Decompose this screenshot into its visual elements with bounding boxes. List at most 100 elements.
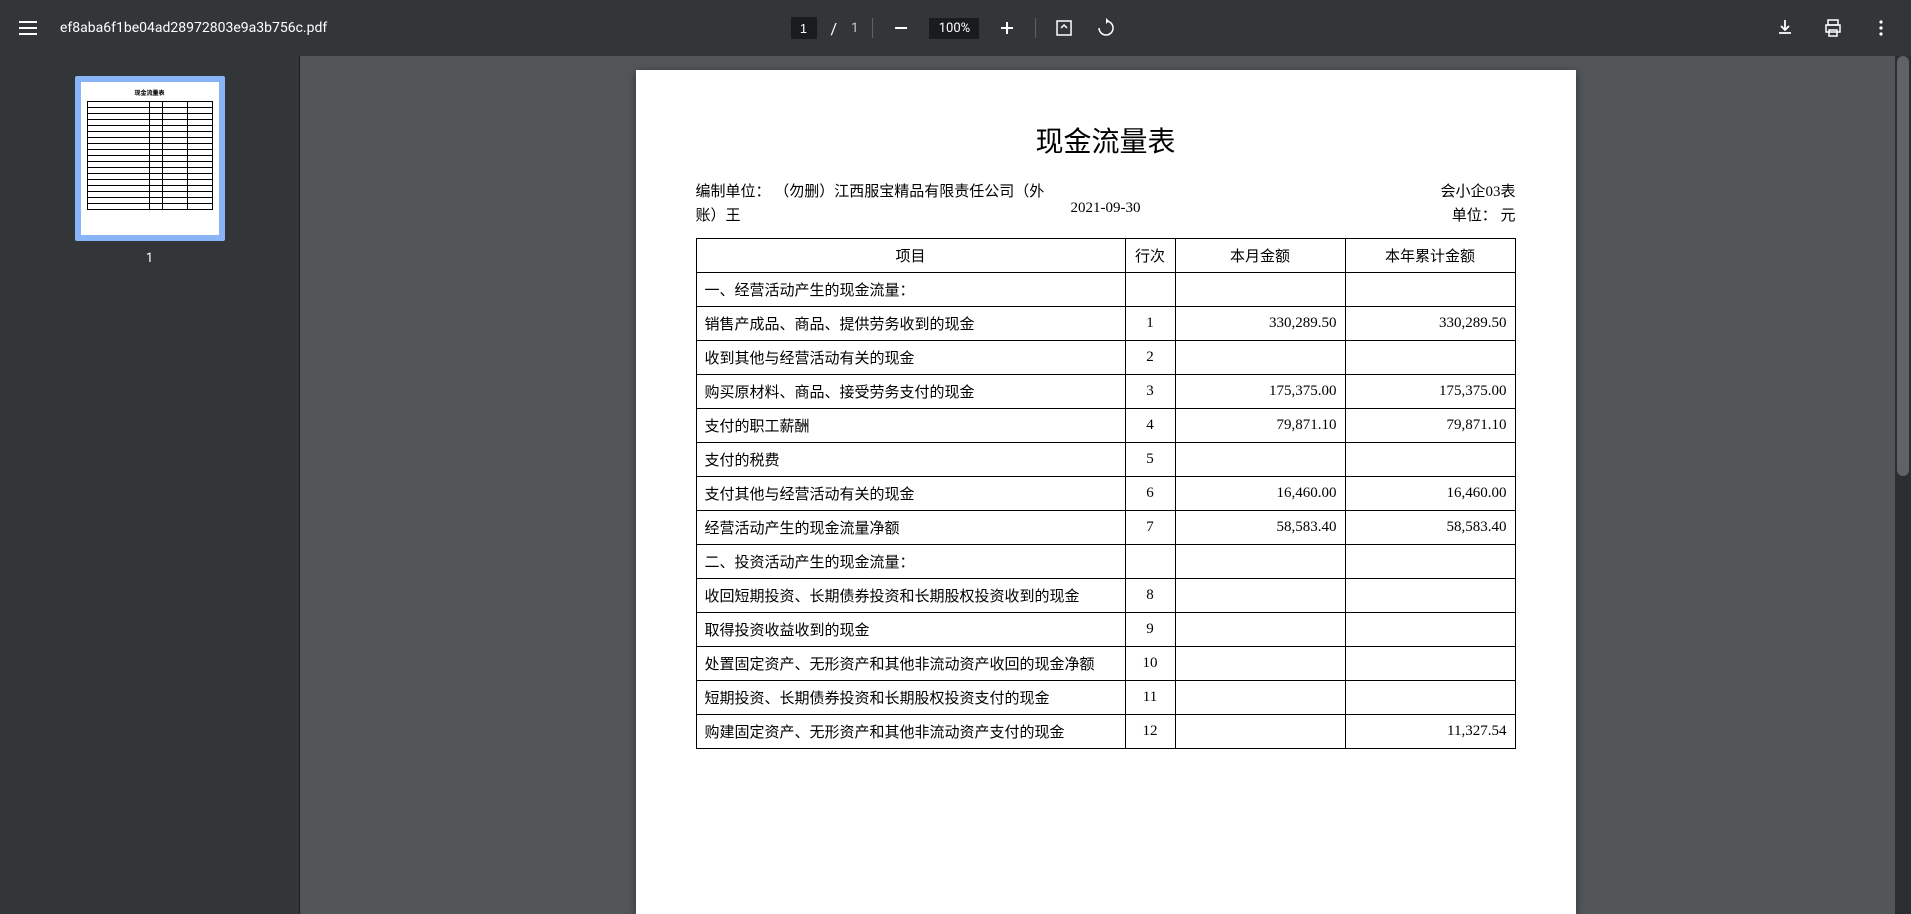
cell-rownum: 6: [1125, 477, 1175, 511]
document-date: 2021-09-30: [1071, 200, 1141, 217]
header-item: 项目: [696, 239, 1125, 273]
cell-item: 二、投资活动产生的现金流量：: [696, 545, 1125, 579]
table-row: 购买原材料、商品、接受劳务支付的现金3175,375.00175,375.00: [696, 375, 1515, 409]
download-button[interactable]: [1771, 14, 1799, 42]
cell-item: 购建固定资产、无形资产和其他非流动资产支付的现金: [696, 715, 1125, 749]
cell-item: 一、经营活动产生的现金流量：: [696, 273, 1125, 307]
cell-year-amount: [1345, 647, 1515, 681]
cell-rownum: 8: [1125, 579, 1175, 613]
cell-rownum: 2: [1125, 341, 1175, 375]
document-title: 现金流量表: [636, 120, 1576, 160]
cell-rownum: 3: [1125, 375, 1175, 409]
zoom-out-button[interactable]: [887, 14, 915, 42]
cell-item: 收回短期投资、长期债券投资和长期股权投资收到的现金: [696, 579, 1125, 613]
cell-rownum: 11: [1125, 681, 1175, 715]
cell-rownum: [1125, 545, 1175, 579]
cell-item: 支付的职工薪酬: [696, 409, 1125, 443]
form-number: 会小企03表: [1440, 180, 1515, 204]
cell-item: 支付其他与经营活动有关的现金: [696, 477, 1125, 511]
zoom-level-display[interactable]: 100%: [929, 18, 979, 39]
table-row: 经营活动产生的现金流量净额758,583.4058,583.40: [696, 511, 1515, 545]
cell-month-amount: 58,583.40: [1175, 511, 1345, 545]
cell-month-amount: [1175, 545, 1345, 579]
cell-year-amount: [1345, 579, 1515, 613]
pdf-page: 现金流量表 编制单位： （勿删）江西服宝精品有限责任公司（外账）王 2021-0…: [636, 70, 1576, 914]
zoom-in-button[interactable]: [993, 14, 1021, 42]
cell-month-amount: [1175, 613, 1345, 647]
cash-flow-table: 项目 行次 本月金额 本年累计金额 一、经营活动产生的现金流量：销售产成品、商品…: [696, 238, 1516, 749]
cell-rownum: 9: [1125, 613, 1175, 647]
table-row: 取得投资收益收到的现金9: [696, 613, 1515, 647]
compiler-label: 编制单位： （勿删）江西服宝精品有限责任公司（外账）王: [696, 180, 1056, 228]
cell-year-amount: 79,871.10: [1345, 409, 1515, 443]
page-separator: /: [831, 19, 838, 38]
filename-label: ef8aba6f1be04ad28972803e9a3b756c.pdf: [60, 20, 327, 36]
vertical-scrollbar[interactable]: [1895, 56, 1911, 914]
cell-month-amount: 175,375.00: [1175, 375, 1345, 409]
thumbnail-page-number: 1: [146, 251, 153, 266]
pdf-toolbar: ef8aba6f1be04ad28972803e9a3b756c.pdf / 1…: [0, 0, 1911, 56]
scrollbar-thumb[interactable]: [1897, 56, 1909, 476]
cell-year-amount: [1345, 443, 1515, 477]
cell-rownum: 7: [1125, 511, 1175, 545]
cell-item: 收到其他与经营活动有关的现金: [696, 341, 1125, 375]
cell-year-amount: [1345, 545, 1515, 579]
cell-rownum: 4: [1125, 409, 1175, 443]
cell-item: 购买原材料、商品、接受劳务支付的现金: [696, 375, 1125, 409]
cell-item: 支付的税费: [696, 443, 1125, 477]
cell-rownum: 10: [1125, 647, 1175, 681]
cell-year-amount: 330,289.50: [1345, 307, 1515, 341]
cell-item: 短期投资、长期债券投资和长期股权投资支付的现金: [696, 681, 1125, 715]
thumbnail-sidebar: 现金流量表 1: [0, 56, 300, 914]
fit-page-button[interactable]: [1050, 14, 1078, 42]
cell-year-amount: [1345, 613, 1515, 647]
cell-rownum: 12: [1125, 715, 1175, 749]
table-row: 收回短期投资、长期债券投资和长期股权投资收到的现金8: [696, 579, 1515, 613]
cell-year-amount: [1345, 681, 1515, 715]
cell-item: 处置固定资产、无形资产和其他非流动资产收回的现金净额: [696, 647, 1125, 681]
header-row: 行次: [1125, 239, 1175, 273]
table-row: 二、投资活动产生的现金流量：: [696, 545, 1515, 579]
cell-rownum: 5: [1125, 443, 1175, 477]
cell-item: 销售产成品、商品、提供劳务收到的现金: [696, 307, 1125, 341]
cell-year-amount: [1345, 341, 1515, 375]
table-row: 支付的职工薪酬479,871.1079,871.10: [696, 409, 1515, 443]
cell-month-amount: [1175, 273, 1345, 307]
content-area: 现金流量表 1: [0, 56, 1911, 914]
header-month: 本月金额: [1175, 239, 1345, 273]
more-menu-button[interactable]: [1867, 14, 1895, 42]
cell-year-amount: [1345, 273, 1515, 307]
cell-month-amount: [1175, 647, 1345, 681]
toolbar-separator: [872, 18, 873, 38]
cell-year-amount: 16,460.00: [1345, 477, 1515, 511]
cell-month-amount: 16,460.00: [1175, 477, 1345, 511]
print-button[interactable]: [1819, 14, 1847, 42]
table-row: 收到其他与经营活动有关的现金2: [696, 341, 1515, 375]
cell-year-amount: 58,583.40: [1345, 511, 1515, 545]
cell-month-amount: 79,871.10: [1175, 409, 1345, 443]
table-row: 一、经营活动产生的现金流量：: [696, 273, 1515, 307]
cell-month-amount: [1175, 341, 1345, 375]
unit-label: 单位： 元: [1440, 204, 1515, 228]
cell-month-amount: [1175, 579, 1345, 613]
table-row: 短期投资、长期债券投资和长期股权投资支付的现金11: [696, 681, 1515, 715]
cell-year-amount: 175,375.00: [1345, 375, 1515, 409]
page-thumbnail[interactable]: 现金流量表: [75, 76, 225, 241]
cell-month-amount: [1175, 715, 1345, 749]
cell-month-amount: [1175, 443, 1345, 477]
toolbar-separator: [1035, 18, 1036, 38]
page-number-input[interactable]: [791, 17, 817, 39]
cell-rownum: [1125, 273, 1175, 307]
cell-month-amount: 330,289.50: [1175, 307, 1345, 341]
pdf-viewer[interactable]: 现金流量表 编制单位： （勿删）江西服宝精品有限责任公司（外账）王 2021-0…: [300, 56, 1911, 914]
cell-item: 取得投资收益收到的现金: [696, 613, 1125, 647]
rotate-button[interactable]: [1092, 14, 1120, 42]
table-row: 销售产成品、商品、提供劳务收到的现金1330,289.50330,289.50: [696, 307, 1515, 341]
table-row: 支付的税费5: [696, 443, 1515, 477]
header-year: 本年累计金额: [1345, 239, 1515, 273]
table-row: 处置固定资产、无形资产和其他非流动资产收回的现金净额10: [696, 647, 1515, 681]
menu-icon[interactable]: [16, 16, 40, 40]
table-row: 支付其他与经营活动有关的现金616,460.0016,460.00: [696, 477, 1515, 511]
cell-month-amount: [1175, 681, 1345, 715]
cell-rownum: 1: [1125, 307, 1175, 341]
